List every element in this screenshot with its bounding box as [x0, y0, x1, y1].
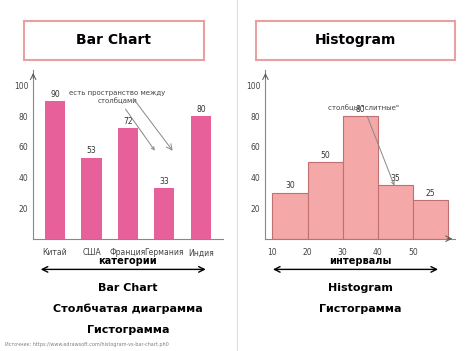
Bar — [378, 185, 413, 239]
Bar — [413, 200, 448, 239]
Text: Histogram: Histogram — [328, 283, 392, 292]
Text: категории: категории — [99, 257, 157, 266]
Text: Гистограмма: Гистограмма — [319, 304, 401, 313]
Text: столбцы "слитные": столбцы "слитные" — [328, 104, 399, 185]
Text: Источник: https://www.edrawsoft.com/histogram-vs-bar-chart.ph0: Источник: https://www.edrawsoft.com/hist… — [5, 343, 168, 347]
Bar — [273, 193, 308, 239]
Bar — [308, 162, 343, 239]
Bar — [45, 101, 65, 239]
Text: 30: 30 — [285, 181, 295, 191]
Text: 50: 50 — [320, 151, 330, 160]
Bar — [155, 188, 174, 239]
Text: Гистограмма: Гистограмма — [87, 325, 169, 335]
Text: интервалы: интервалы — [329, 257, 392, 266]
Bar — [191, 116, 211, 239]
Text: Histogram: Histogram — [315, 33, 396, 47]
Text: 72: 72 — [123, 117, 133, 126]
Text: 80: 80 — [196, 105, 206, 114]
Text: 53: 53 — [87, 146, 96, 155]
Text: 25: 25 — [426, 189, 435, 198]
Text: Bar Chart: Bar Chart — [76, 33, 151, 47]
Text: Столбчатая диаграмма: Столбчатая диаграмма — [53, 304, 203, 314]
Text: 35: 35 — [391, 174, 400, 183]
Bar — [82, 158, 101, 239]
Bar — [118, 128, 138, 239]
Bar — [343, 116, 378, 239]
Text: 90: 90 — [50, 90, 60, 99]
Text: 33: 33 — [160, 177, 169, 186]
Text: 80: 80 — [356, 105, 365, 114]
Text: есть пространство между
столбцами: есть пространство между столбцами — [69, 90, 165, 150]
Text: Bar Chart: Bar Chart — [98, 283, 158, 292]
